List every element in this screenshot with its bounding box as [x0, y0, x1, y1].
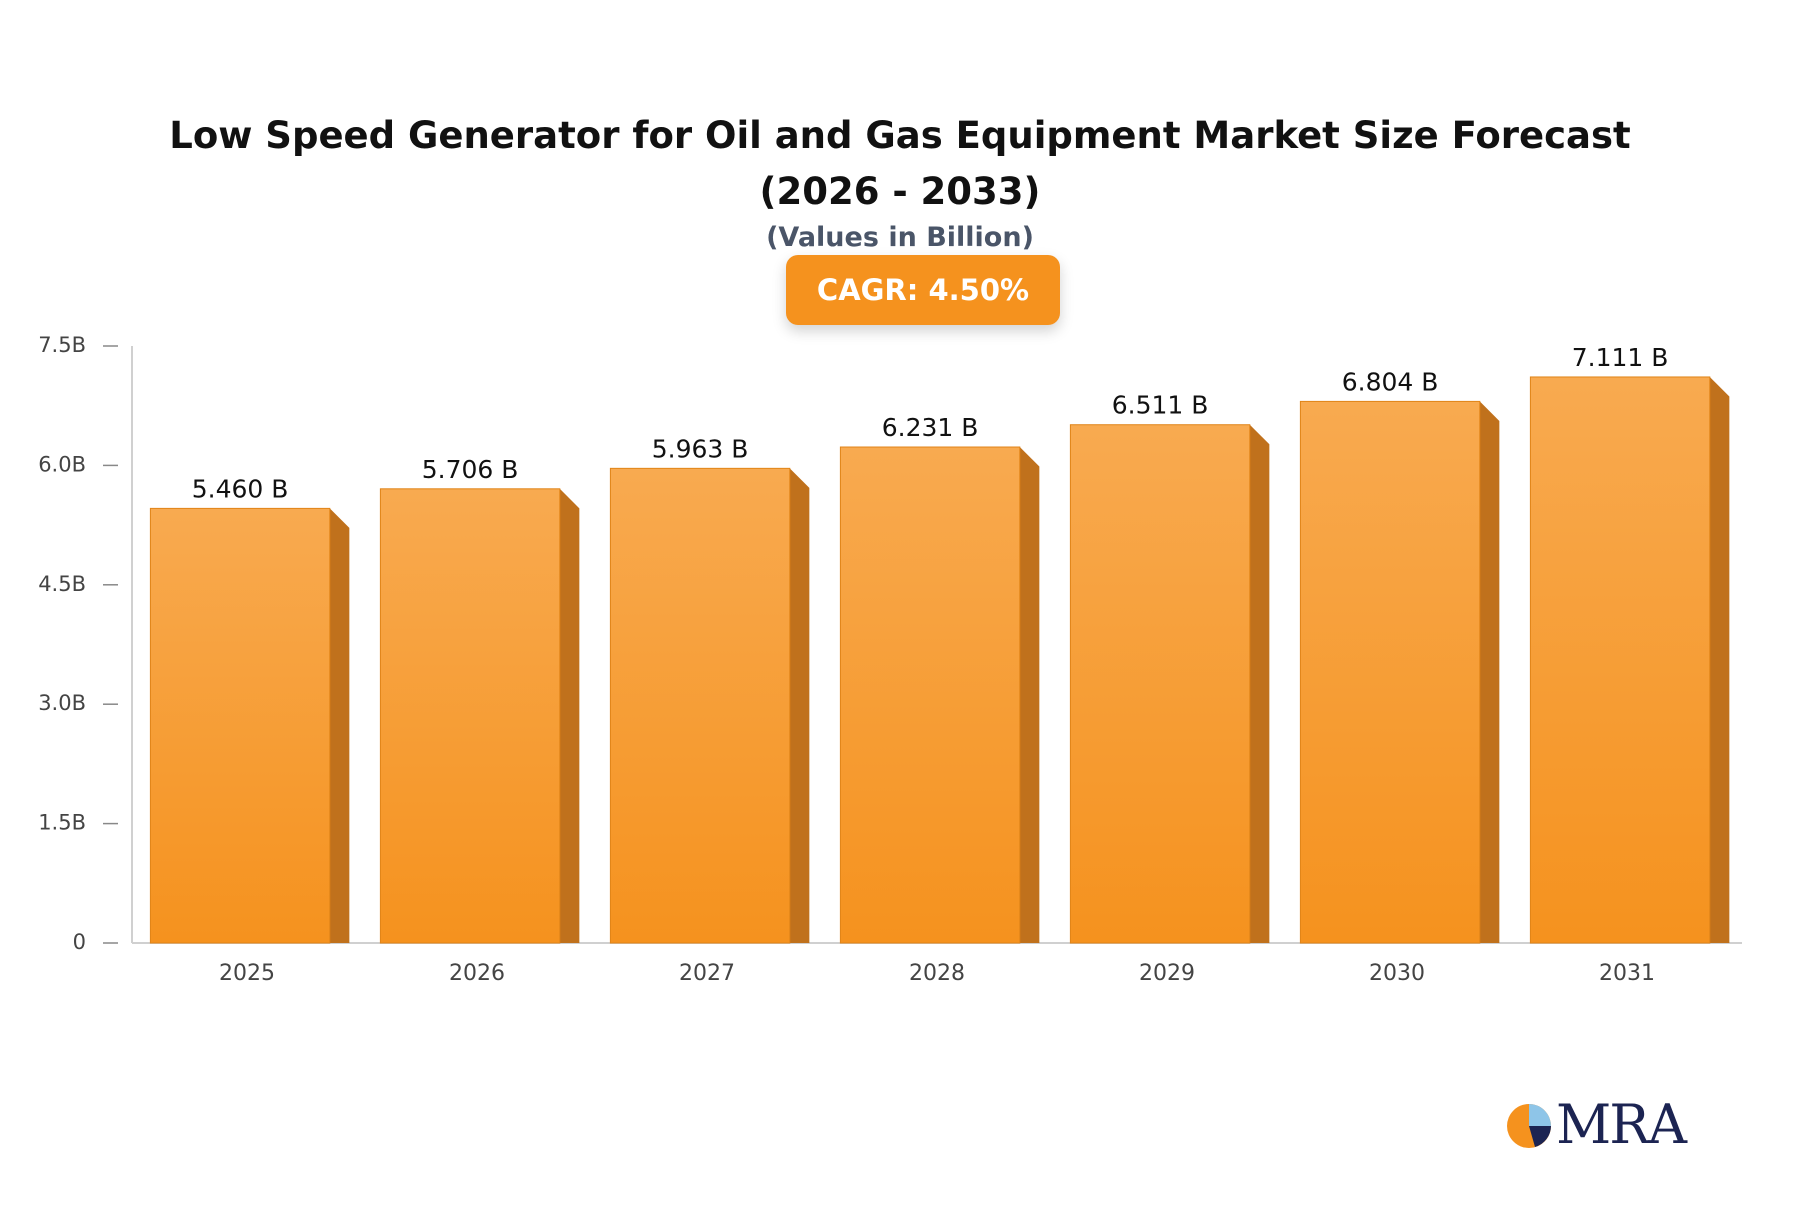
x-tick-label: 2027: [679, 961, 735, 986]
y-tick-label: 7.5B: [38, 333, 86, 357]
bar-side: [1709, 376, 1730, 944]
y-tick-label: 4.5B: [38, 572, 86, 596]
value-label: 6.804 B: [1342, 367, 1439, 396]
x-tick-label: 2025: [219, 961, 275, 986]
cagr-badge: CAGR: 4.50%: [786, 255, 1060, 325]
value-label: 6.511 B: [1112, 391, 1209, 420]
value-label: 5.963 B: [652, 434, 749, 463]
logo-icon: [1507, 1104, 1551, 1148]
bar: [1299, 400, 1481, 944]
bar: [1529, 376, 1711, 944]
x-tick-label: 2028: [909, 961, 965, 986]
y-tick-label: 1.5B: [38, 811, 86, 835]
bar-side: [1019, 447, 1040, 943]
bar: [379, 488, 561, 944]
bar: [839, 446, 1021, 944]
x-tick-label: 2026: [449, 961, 505, 986]
bar-side: [559, 488, 580, 943]
bar-side: [329, 508, 350, 943]
bar-side: [789, 468, 810, 943]
chart-title: Low Speed Generator for Oil and Gas Equi…: [169, 114, 1631, 213]
x-tick-label: 2029: [1139, 961, 1195, 986]
y-tick-label: 3.0B: [38, 691, 86, 715]
y-tick-label: 0: [73, 930, 86, 954]
value-label: 5.706 B: [422, 455, 519, 484]
value-label: 5.460 B: [192, 474, 289, 503]
logo-text: MRA: [1556, 1093, 1687, 1156]
y-tick-label: 6.0B: [38, 452, 86, 476]
x-tick-label: 2031: [1599, 961, 1655, 986]
x-tick-label: 2030: [1369, 961, 1425, 986]
bar: [1069, 424, 1251, 944]
value-label: 7.111 B: [1572, 343, 1669, 372]
bar: [609, 467, 791, 944]
chart-subtitle: (Values in Billion): [766, 222, 1034, 253]
bar: [149, 507, 331, 944]
value-label: 6.231 B: [882, 413, 979, 442]
bar-side: [1249, 424, 1270, 944]
bar-side: [1479, 401, 1500, 943]
